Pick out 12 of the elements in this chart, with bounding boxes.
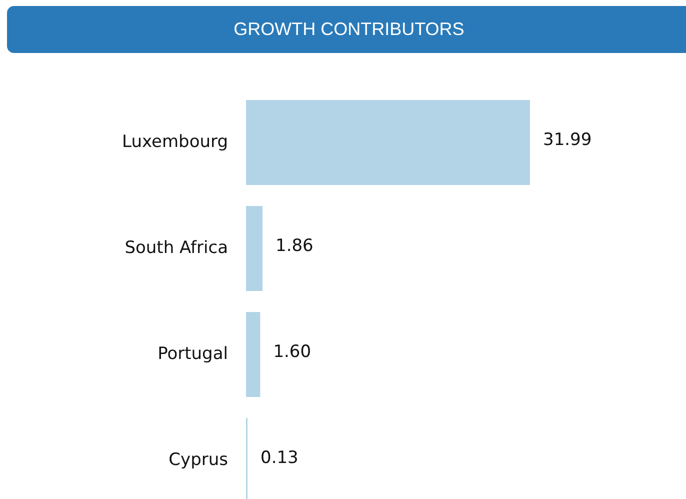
- bar: [246, 100, 530, 185]
- bar: [246, 206, 263, 291]
- y-tick-label: South Africa: [124, 238, 228, 258]
- data-label: 1.86: [276, 236, 314, 256]
- y-tick-label: Luxembourg: [122, 132, 228, 152]
- data-label: 1.60: [273, 342, 312, 362]
- data-label: 31.99: [543, 130, 592, 150]
- y-tick-label: Portugal: [158, 344, 228, 364]
- y-tick-label: Cyprus: [168, 450, 228, 470]
- bar: [246, 312, 260, 397]
- data-label: 0.13: [260, 448, 298, 468]
- chart-title: GROWTH CONTRIBUTORS: [234, 18, 464, 39]
